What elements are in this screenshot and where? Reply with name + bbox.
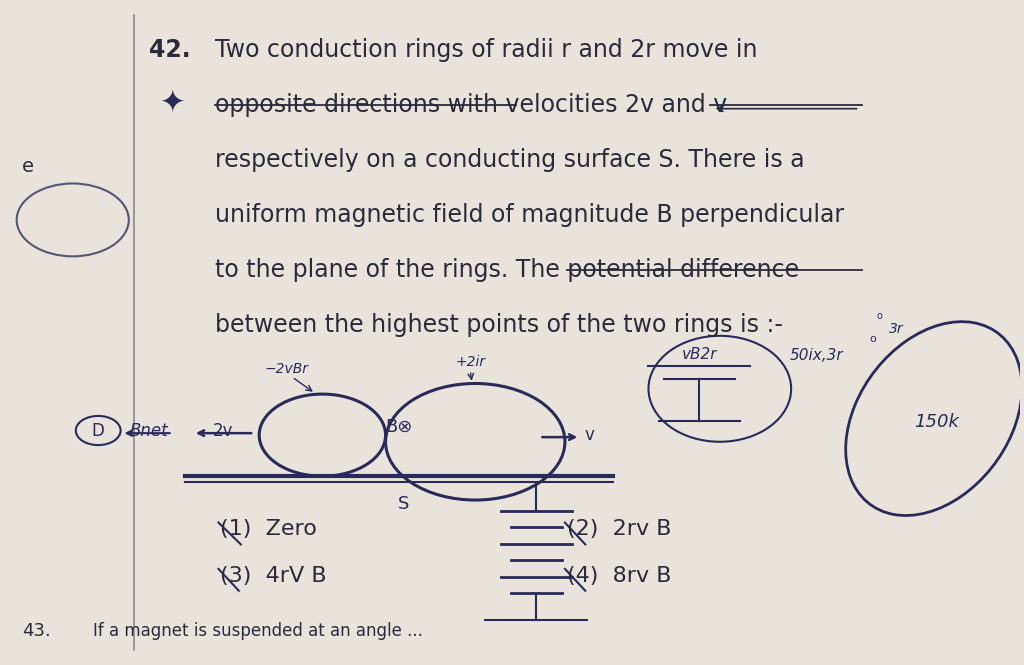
Text: B⊗: B⊗: [385, 418, 413, 436]
Text: −2vBr: −2vBr: [265, 362, 308, 376]
Text: e: e: [22, 158, 34, 176]
Text: uniform magnetic field of magnitude B perpendicular: uniform magnetic field of magnitude B pe…: [215, 203, 845, 227]
Text: (1)  Zero: (1) Zero: [220, 519, 317, 539]
Text: (2)  2rv B: (2) 2rv B: [567, 519, 672, 539]
Text: 50ix,3r: 50ix,3r: [790, 348, 844, 363]
Text: to the plane of the rings. The potential difference: to the plane of the rings. The potential…: [215, 257, 800, 282]
Text: D: D: [92, 422, 104, 440]
Text: between the highest points of the two rings is :-: between the highest points of the two ri…: [215, 313, 783, 336]
Text: respectively on a conducting surface S. There is a: respectively on a conducting surface S. …: [215, 148, 805, 172]
Text: 2v: 2v: [213, 422, 233, 440]
Text: If a magnet is suspended at an angle ...: If a magnet is suspended at an angle ...: [93, 622, 423, 640]
Text: vB2r: vB2r: [682, 347, 717, 362]
Text: +2ir: +2ir: [455, 355, 485, 369]
Text: o: o: [869, 334, 877, 344]
Text: 150k: 150k: [914, 413, 959, 431]
Text: (4)  8rv B: (4) 8rv B: [567, 566, 672, 586]
Text: 43.: 43.: [22, 622, 50, 640]
Text: opposite directions with velocities 2v and v: opposite directions with velocities 2v a…: [215, 93, 728, 117]
Text: Two conduction rings of radii r and 2r move in: Two conduction rings of radii r and 2r m…: [215, 38, 758, 62]
Text: 42.: 42.: [150, 38, 190, 62]
Text: o: o: [877, 311, 883, 321]
Text: v: v: [585, 426, 594, 444]
Text: Bnet: Bnet: [130, 422, 169, 440]
Text: ✦: ✦: [160, 89, 185, 118]
Text: 3r: 3r: [889, 322, 903, 336]
Text: (3)  4rV B: (3) 4rV B: [220, 566, 327, 586]
Text: S: S: [398, 495, 410, 513]
